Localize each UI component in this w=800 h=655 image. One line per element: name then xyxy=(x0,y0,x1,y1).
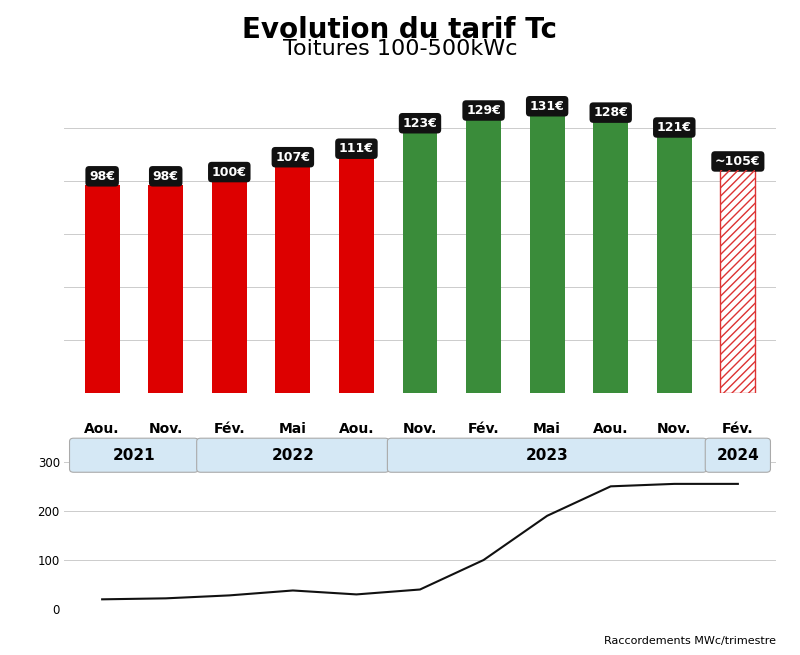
Text: ~105€: ~105€ xyxy=(715,155,761,168)
Bar xyxy=(275,166,310,393)
Text: 100€: 100€ xyxy=(212,166,246,179)
Text: 128€: 128€ xyxy=(594,106,628,119)
Text: Nov.: Nov. xyxy=(403,422,437,436)
Text: Fév.: Fév. xyxy=(468,422,499,436)
Bar xyxy=(530,115,565,393)
Text: Fév.: Fév. xyxy=(722,422,754,436)
Bar xyxy=(148,185,183,393)
Text: 98€: 98€ xyxy=(89,170,115,183)
Text: 129€: 129€ xyxy=(466,104,501,117)
Text: Evolution du tarif Tc: Evolution du tarif Tc xyxy=(242,16,558,45)
Text: Nov.: Nov. xyxy=(149,422,183,436)
Text: Aou.: Aou. xyxy=(84,422,120,436)
Text: 2024: 2024 xyxy=(717,448,759,462)
Text: Fév.: Fév. xyxy=(214,422,245,436)
Text: 2021: 2021 xyxy=(113,448,155,462)
Text: Toitures 100-500kWc: Toitures 100-500kWc xyxy=(282,39,518,60)
Text: 111€: 111€ xyxy=(339,142,374,155)
Bar xyxy=(594,121,628,393)
Text: Aou.: Aou. xyxy=(593,422,629,436)
Bar xyxy=(212,181,246,393)
Text: Mai: Mai xyxy=(534,422,561,436)
Text: Mai: Mai xyxy=(279,422,306,436)
Text: Aou.: Aou. xyxy=(338,422,374,436)
Text: 121€: 121€ xyxy=(657,121,692,134)
Text: 98€: 98€ xyxy=(153,170,178,183)
Text: Nov.: Nov. xyxy=(657,422,691,436)
Bar xyxy=(720,170,755,393)
Bar xyxy=(339,157,374,393)
Bar xyxy=(85,185,120,393)
Text: 131€: 131€ xyxy=(530,100,565,113)
Text: 2022: 2022 xyxy=(271,448,314,462)
Text: 107€: 107€ xyxy=(275,151,310,164)
Bar xyxy=(466,119,501,393)
Text: Raccordements MWc/trimestre: Raccordements MWc/trimestre xyxy=(604,636,776,646)
Bar xyxy=(402,132,438,393)
Bar xyxy=(720,170,755,393)
Bar xyxy=(657,136,692,393)
Text: 2023: 2023 xyxy=(526,448,569,462)
Text: 123€: 123€ xyxy=(402,117,438,130)
